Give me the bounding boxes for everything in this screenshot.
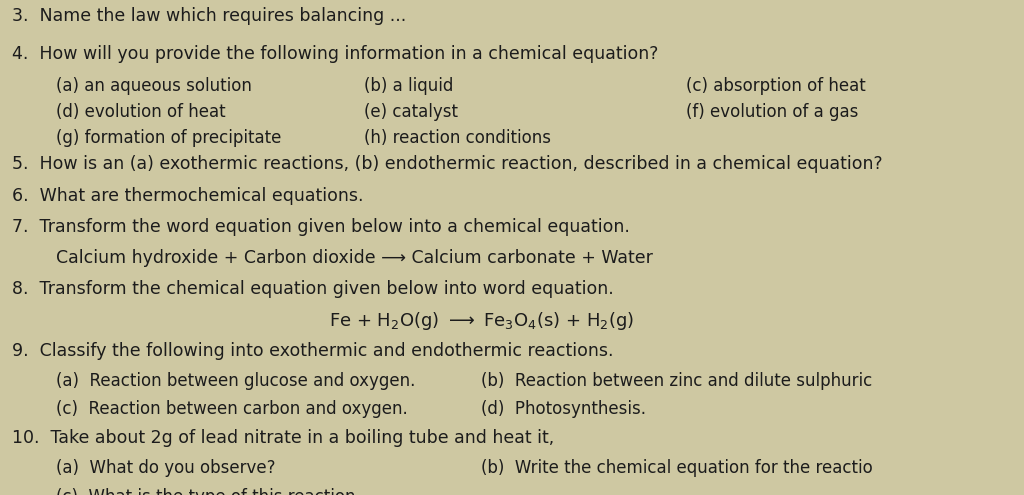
Text: (d)  Photosynthesis.: (d) Photosynthesis.: [481, 400, 646, 418]
Text: (h) reaction conditions: (h) reaction conditions: [364, 129, 551, 147]
Text: (c) absorption of heat: (c) absorption of heat: [686, 77, 866, 95]
Text: (e) catalyst: (e) catalyst: [364, 103, 458, 121]
Text: 8.  Transform the chemical equation given below into word equation.: 8. Transform the chemical equation given…: [12, 280, 614, 297]
Text: (b)  Write the chemical equation for the reactio: (b) Write the chemical equation for the …: [481, 459, 873, 477]
Text: (a) an aqueous solution: (a) an aqueous solution: [56, 77, 252, 95]
Text: 6.  What are thermochemical equations.: 6. What are thermochemical equations.: [12, 187, 364, 205]
Text: 7.  Transform the word equation given below into a chemical equation.: 7. Transform the word equation given bel…: [12, 218, 630, 236]
Text: (a)  What do you observe?: (a) What do you observe?: [56, 459, 275, 477]
Text: 5.  How is an (a) exothermic reactions, (b) endothermic reaction, described in a: 5. How is an (a) exothermic reactions, (…: [12, 155, 883, 173]
Text: (b) a liquid: (b) a liquid: [364, 77, 453, 95]
Text: Calcium hydroxide + Carbon dioxide ⟶ Calcium carbonate + Water: Calcium hydroxide + Carbon dioxide ⟶ Cal…: [56, 249, 653, 267]
Text: (c)  What is the type of this reaction.: (c) What is the type of this reaction.: [56, 488, 361, 495]
Text: 4.  How will you provide the following information in a chemical equation?: 4. How will you provide the following in…: [12, 45, 658, 62]
Text: (g) formation of precipitate: (g) formation of precipitate: [56, 129, 282, 147]
Text: 3.  Name the law which requires balancing ...: 3. Name the law which requires balancing…: [12, 7, 407, 25]
Text: 10.  Take about 2g of lead nitrate in a boiling tube and heat it,: 10. Take about 2g of lead nitrate in a b…: [12, 429, 555, 447]
Text: (c)  Reaction between carbon and oxygen.: (c) Reaction between carbon and oxygen.: [56, 400, 409, 418]
Text: (a)  Reaction between glucose and oxygen.: (a) Reaction between glucose and oxygen.: [56, 372, 416, 390]
Text: (d) evolution of heat: (d) evolution of heat: [56, 103, 226, 121]
Text: (b)  Reaction between zinc and dilute sulphuric: (b) Reaction between zinc and dilute sul…: [481, 372, 872, 390]
Text: 9.  Classify the following into exothermic and endothermic reactions.: 9. Classify the following into exothermi…: [12, 342, 613, 359]
Text: Fe + H$_2$O(g) $\longrightarrow$ Fe$_3$O$_4$(s) + H$_2$(g): Fe + H$_2$O(g) $\longrightarrow$ Fe$_3$O…: [329, 310, 634, 332]
Text: (f) evolution of a gas: (f) evolution of a gas: [686, 103, 858, 121]
